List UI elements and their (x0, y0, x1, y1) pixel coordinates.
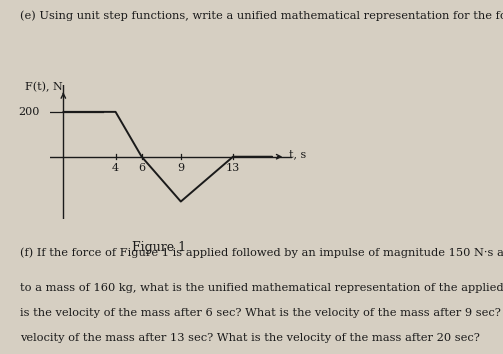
Text: 13: 13 (226, 164, 240, 173)
Text: F(t), N: F(t), N (25, 82, 63, 92)
Text: 6: 6 (138, 164, 145, 173)
Text: 4: 4 (112, 164, 119, 173)
Text: (f) If the force of Figure 1 is applied followed by an impulse of magnitude 150 : (f) If the force of Figure 1 is applied … (20, 248, 503, 258)
Text: (e) Using unit step functions, write a unified mathematical representation for t: (e) Using unit step functions, write a u… (20, 11, 503, 21)
Text: 200: 200 (19, 107, 40, 117)
Text: t, s: t, s (289, 149, 306, 159)
Text: is the velocity of the mass after 6 sec? What is the velocity of the mass after : is the velocity of the mass after 6 sec?… (20, 308, 503, 318)
Text: Figure 1: Figure 1 (132, 241, 186, 254)
Text: 9: 9 (177, 164, 185, 173)
Text: velocity of the mass after 13 sec? What is the velocity of the mass after 20 sec: velocity of the mass after 13 sec? What … (20, 333, 480, 343)
Text: to a mass of 160 kg, what is the unified mathematical representation of the appl: to a mass of 160 kg, what is the unified… (20, 283, 503, 293)
